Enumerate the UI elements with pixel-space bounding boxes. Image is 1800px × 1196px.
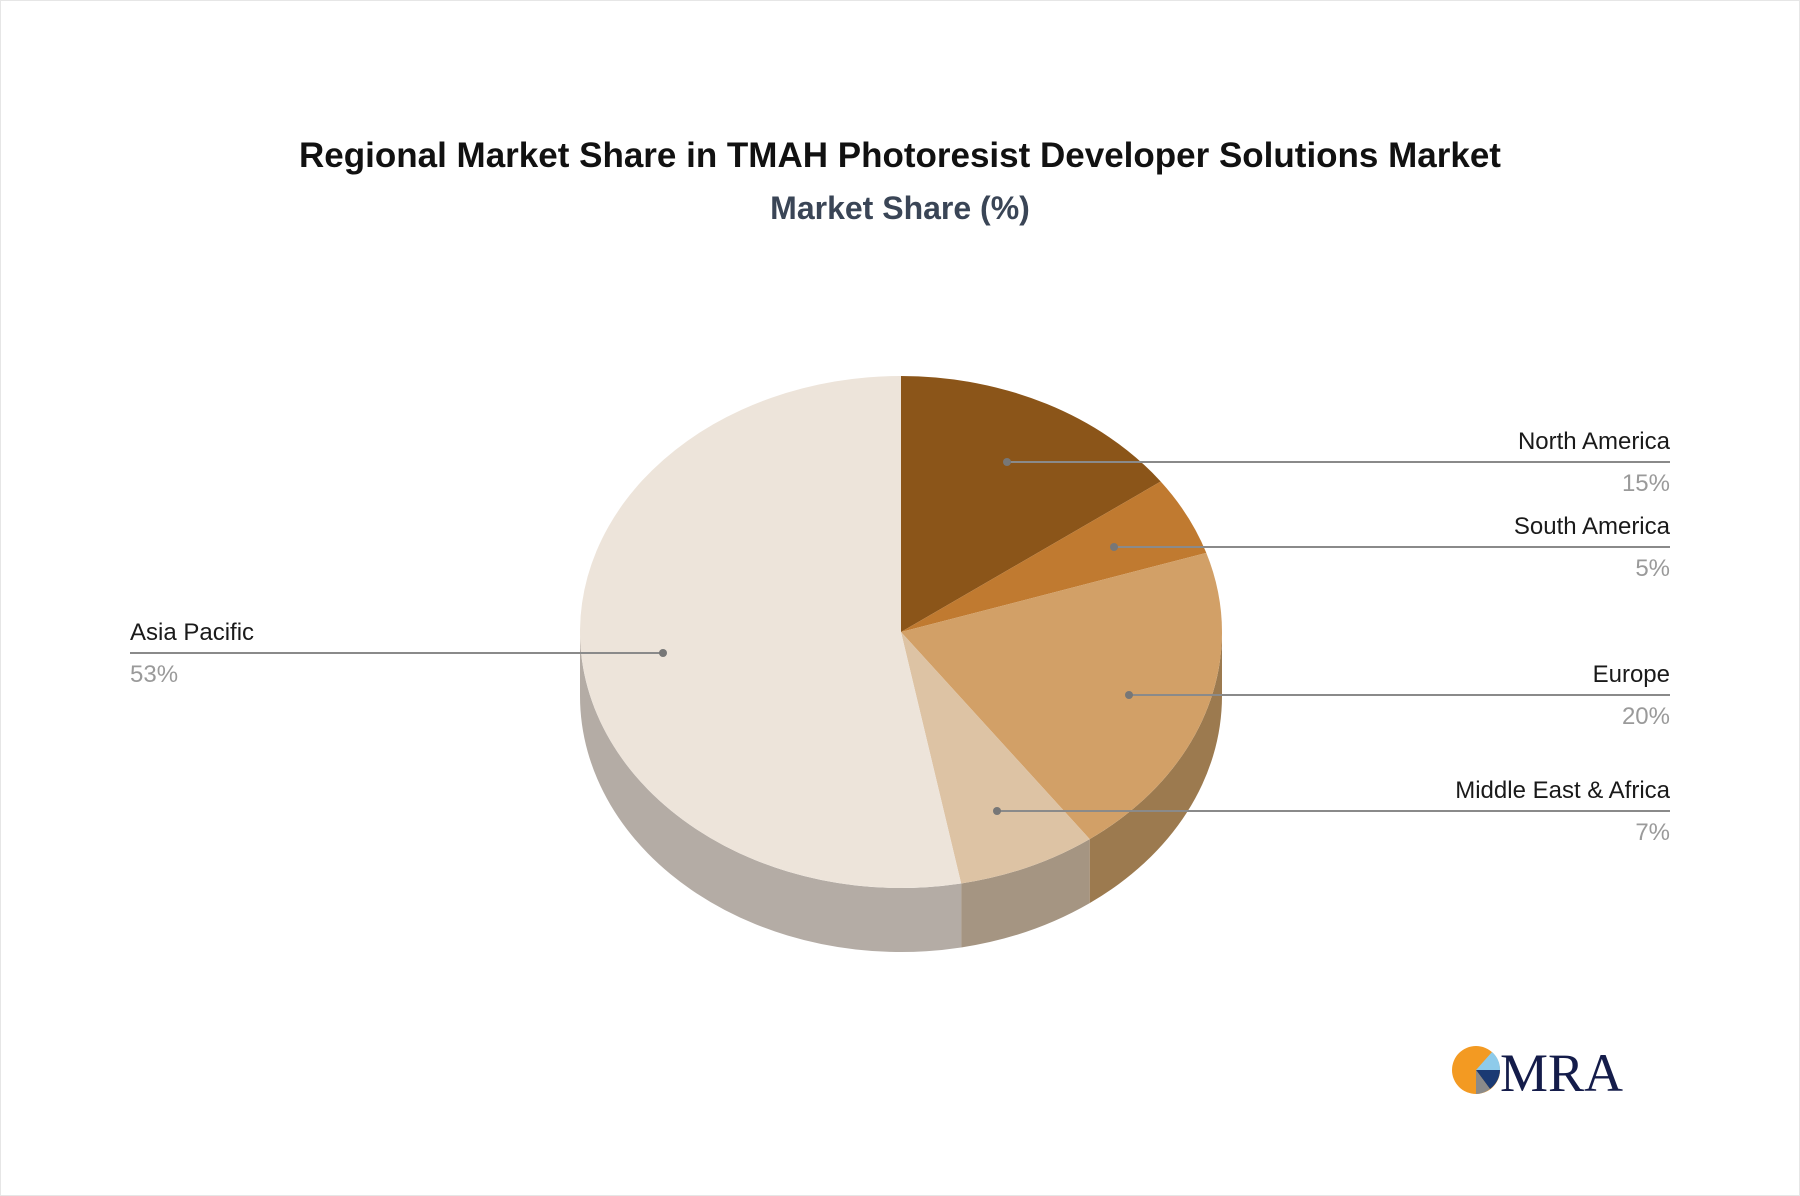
callout-dot	[1110, 543, 1118, 551]
label-europe: Europe	[1592, 661, 1670, 688]
pie-side-4	[580, 632, 962, 952]
pie-slice-south-america[interactable]	[901, 481, 1207, 632]
chart-title: Regional Market Share in TMAH Photoresis…	[299, 136, 1501, 175]
chart-subtitle: Market Share (%)	[770, 190, 1030, 226]
label-asia-pacific: Asia Pacific	[130, 619, 255, 646]
value-asia-pacific: 53%	[130, 661, 179, 688]
pie-side-2	[1089, 632, 1222, 904]
label-middle-east-africa: Middle East & Africa	[1455, 777, 1670, 804]
value-europe: 20%	[1621, 703, 1670, 730]
pie-slice-europe[interactable]	[901, 552, 1223, 840]
value-south-america: 5%	[1635, 555, 1670, 582]
logo-text: MRA	[1500, 1043, 1623, 1100]
logo-pie-icon	[1452, 1046, 1501, 1094]
callout-dot	[1003, 458, 1011, 466]
value-middle-east-africa: 7%	[1635, 819, 1670, 846]
label-north-america: North America	[1517, 428, 1670, 455]
callout-dot	[659, 649, 667, 657]
value-north-america: 15%	[1621, 470, 1670, 497]
pie-slice-middle-east-africa[interactable]	[901, 632, 1090, 884]
mra-logo: MRA	[1452, 1043, 1623, 1100]
pie-slice-asia-pacific[interactable]	[579, 376, 962, 888]
pie-slice-north-america[interactable]	[901, 376, 1161, 632]
pie-side-3	[961, 839, 1090, 948]
callout-dot	[1125, 691, 1133, 699]
callout-dot	[993, 807, 1001, 815]
label-south-america: South America	[1513, 513, 1670, 540]
